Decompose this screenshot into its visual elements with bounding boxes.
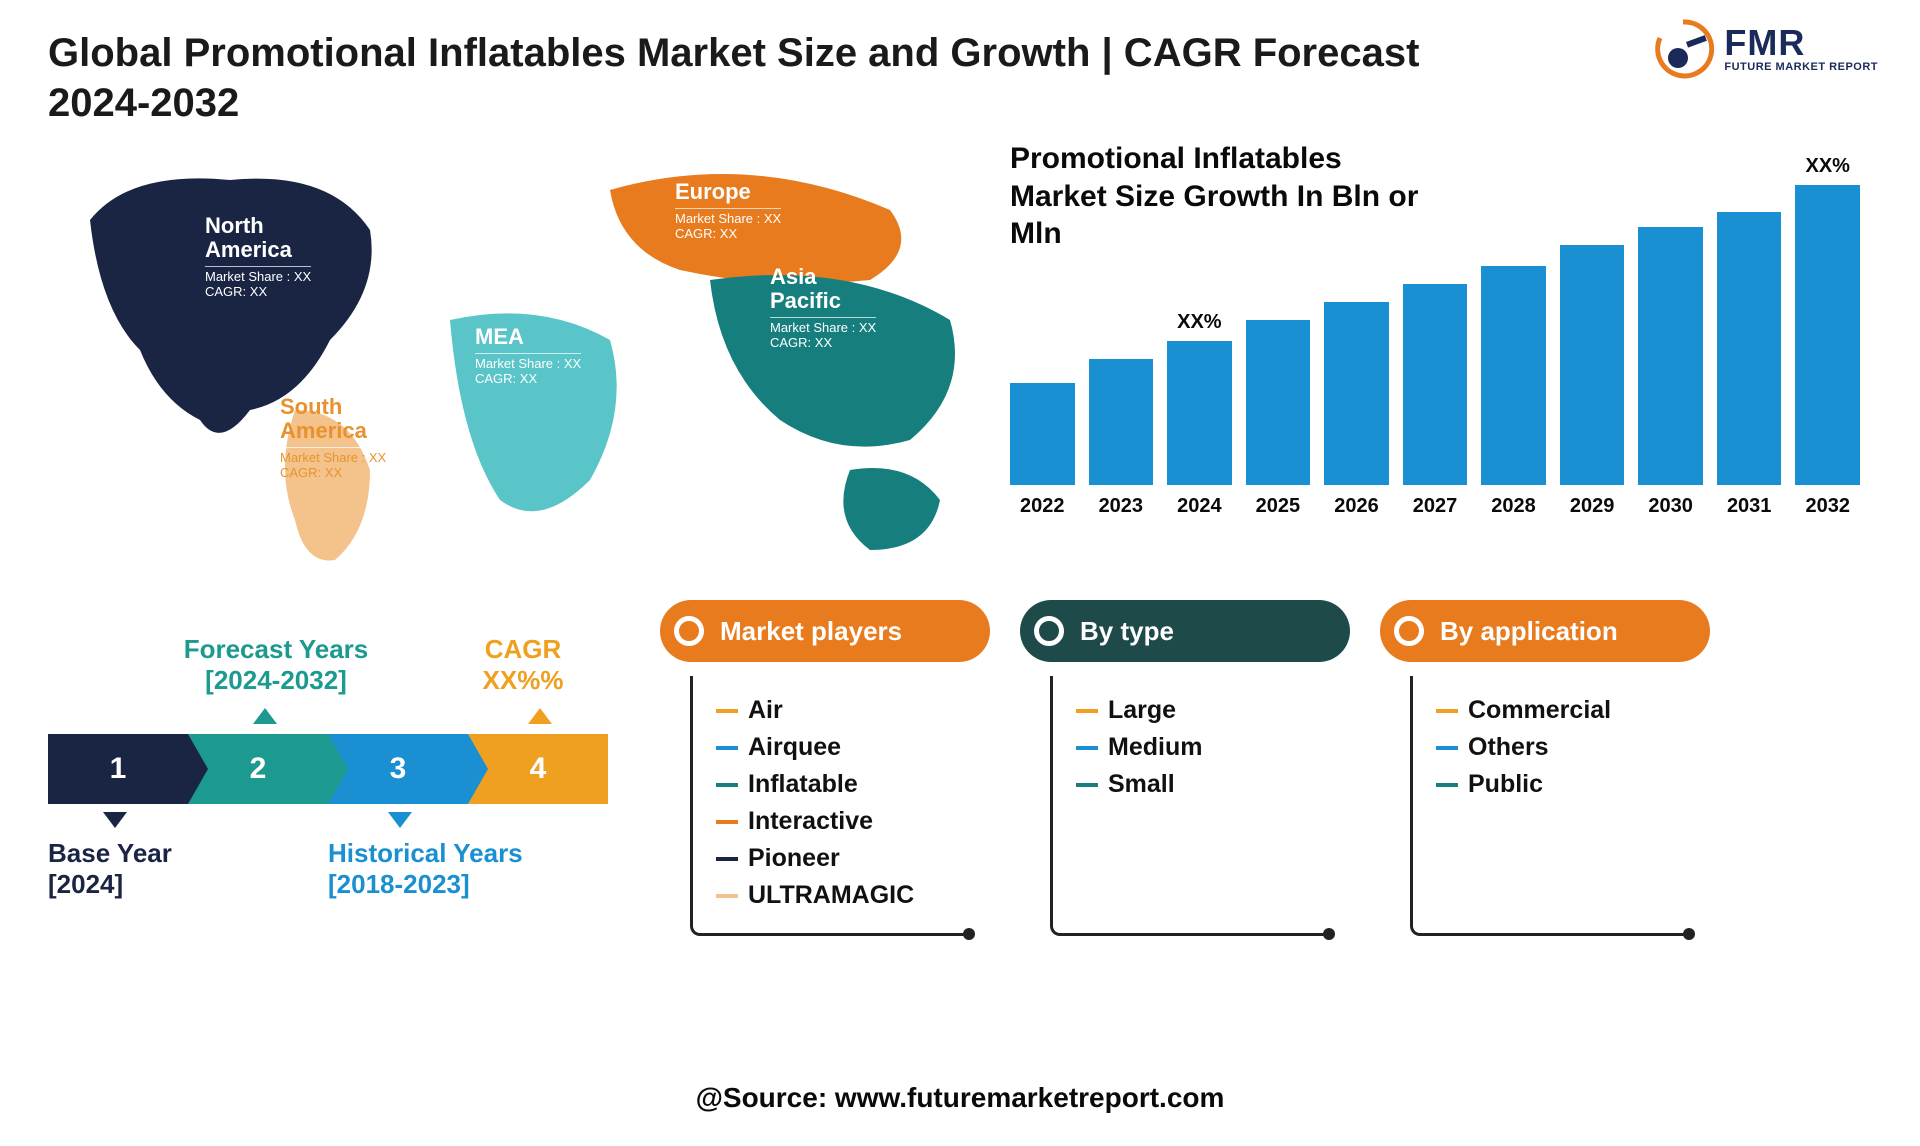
bar-group: 2029 <box>1560 245 1625 518</box>
bar-year-label: 2028 <box>1491 495 1536 518</box>
bar-group: 2031 <box>1717 212 1782 518</box>
bar: XX% <box>1795 185 1860 485</box>
bar <box>1246 320 1311 485</box>
logo-subtext: FUTURE MARKET REPORT <box>1724 61 1878 73</box>
pill-dot-icon <box>674 616 704 646</box>
category-item: Small <box>1076 770 1346 799</box>
category-item: ULTRAMAGIC <box>716 881 986 910</box>
bar <box>1010 383 1075 485</box>
bar-group: 2023 <box>1089 359 1154 518</box>
bar <box>1403 284 1468 485</box>
category-item: Pioneer <box>716 844 986 873</box>
timeline-segment: 1 <box>48 734 188 804</box>
region-label: NorthAmerica Market Share : XXCAGR: XX <box>205 214 311 299</box>
category-by-type: By type Large Medium Small <box>1020 600 1350 936</box>
category-by-application: By application Commercial Others Public <box>1380 600 1710 936</box>
source-attribution: @Source: www.futuremarketreport.com <box>696 1082 1225 1114</box>
pill-by-type: By type <box>1020 600 1350 662</box>
arrow-down-icon <box>388 812 412 828</box>
category-market-players: Market players Air Airquee Inflatable Inter… <box>660 600 990 936</box>
region-label: SouthAmerica Market Share : XXCAGR: XX <box>280 395 386 480</box>
bar-year-label: 2031 <box>1727 495 1772 518</box>
forecast-years-label: Forecast Years [2024-2032] <box>176 634 376 696</box>
bar <box>1560 245 1625 485</box>
timeline-segment: 3 <box>328 734 468 804</box>
logo-icon <box>1652 18 1714 80</box>
tick-icon <box>716 857 738 861</box>
pill-by-application: By application <box>1380 600 1710 662</box>
tick-icon <box>1076 746 1098 750</box>
pill-label: By type <box>1080 616 1174 647</box>
arrow-down-icon <box>103 812 127 828</box>
arrow-up-icon <box>528 708 552 724</box>
tick-icon <box>1076 783 1098 787</box>
world-map: NorthAmerica Market Share : XXCAGR: XX So… <box>70 160 990 570</box>
bar <box>1324 302 1389 485</box>
tick-icon <box>1076 709 1098 713</box>
bar <box>1481 266 1546 485</box>
bar-callout: XX% <box>1806 155 1850 178</box>
bar-year-label: 2022 <box>1020 495 1065 518</box>
pill-market-players: Market players <box>660 600 990 662</box>
bar-year-label: 2027 <box>1413 495 1458 518</box>
bar-group: 2025 <box>1246 320 1311 518</box>
tick-icon <box>716 783 738 787</box>
pill-label: Market players <box>720 616 902 647</box>
category-item: Public <box>1436 770 1706 799</box>
tick-icon <box>716 820 738 824</box>
category-item: Airquee <box>716 733 986 762</box>
bar-year-label: 2025 <box>1256 495 1301 518</box>
pill-label: By application <box>1440 616 1618 647</box>
category-item: Air <box>716 696 986 725</box>
bar-group: 2030 <box>1638 227 1703 518</box>
bar-year-label: 2032 <box>1805 495 1850 518</box>
category-item: Others <box>1436 733 1706 762</box>
timeline-segment: 2 <box>188 734 328 804</box>
bar-year-label: 2029 <box>1570 495 1615 518</box>
category-item: Commercial <box>1436 696 1706 725</box>
page-title: Global Promotional Inflatables Market Si… <box>48 28 1448 128</box>
pill-dot-icon <box>1034 616 1064 646</box>
region-label: AsiaPacific Market Share : XXCAGR: XX <box>770 265 876 350</box>
bar-group: 2027 <box>1403 284 1468 518</box>
bar <box>1638 227 1703 485</box>
bar <box>1089 359 1154 485</box>
region-label: MEA Market Share : XXCAGR: XX <box>475 325 581 386</box>
pill-dot-icon <box>1394 616 1424 646</box>
timeline-segment: 4 <box>468 734 608 804</box>
historical-years-label: Historical Years [2018-2023] <box>328 838 558 900</box>
timeline-infographic: Forecast Years [2024-2032] CAGR XX%% 123… <box>48 600 628 900</box>
category-item: Large <box>1076 696 1346 725</box>
arrow-up-icon <box>253 708 277 724</box>
tick-icon <box>1436 746 1458 750</box>
bar-year-label: 2030 <box>1648 495 1693 518</box>
bar-year-label: 2026 <box>1334 495 1379 518</box>
tick-icon <box>716 709 738 713</box>
category-item: Inflatable <box>716 770 986 799</box>
bar-year-label: 2024 <box>1177 495 1222 518</box>
category-item: Medium <box>1076 733 1346 762</box>
base-year-label: Base Year [2024] <box>48 838 218 900</box>
region-label: Europe Market Share : XXCAGR: XX <box>675 180 781 241</box>
bar-group: XX% 2024 <box>1167 341 1232 518</box>
bar-group: 2026 <box>1324 302 1389 518</box>
bar-year-label: 2023 <box>1099 495 1144 518</box>
bar: XX% <box>1167 341 1232 485</box>
fmr-logo: FMR FUTURE MARKET REPORT <box>1652 18 1878 80</box>
bar-group: 2028 <box>1481 266 1546 518</box>
tick-icon <box>1436 709 1458 713</box>
cagr-label: CAGR XX%% <box>458 634 588 696</box>
logo-text: FMR <box>1724 25 1878 61</box>
bar-callout: XX% <box>1177 311 1221 334</box>
category-item: Interactive <box>716 807 986 836</box>
bar <box>1717 212 1782 485</box>
tick-icon <box>1436 783 1458 787</box>
tick-icon <box>716 894 738 898</box>
bar-group: XX% 2032 <box>1795 185 1860 518</box>
bar-group: 2022 <box>1010 383 1075 518</box>
growth-bar-chart: Promotional Inflatables Market Size Grow… <box>1010 140 1860 560</box>
tick-icon <box>716 746 738 750</box>
